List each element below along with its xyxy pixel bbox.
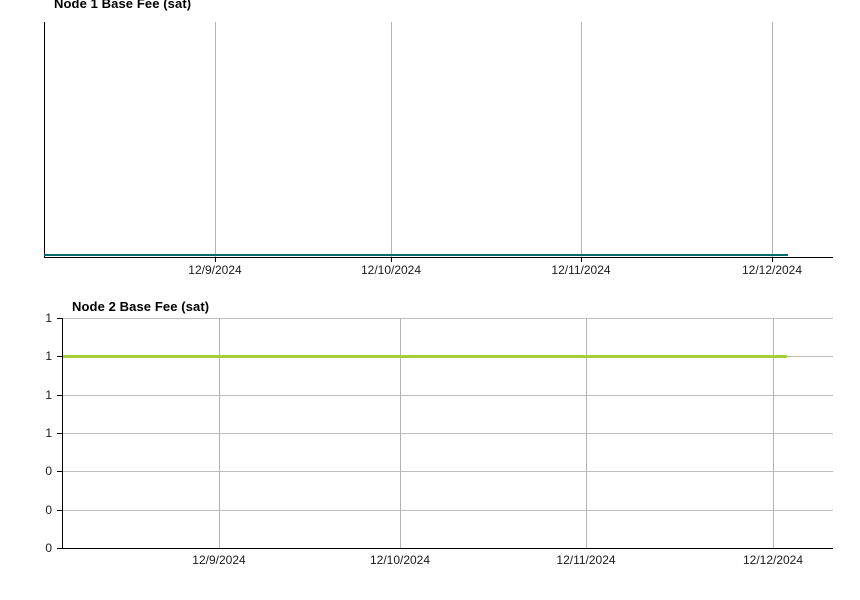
chart-1-title: Node 1 Base Fee (sat)	[54, 0, 192, 11]
chart-1-y-axis	[44, 22, 45, 258]
chart-2-gridline-v-1	[219, 318, 220, 548]
chart-2-y-tick-label-6: 0	[45, 503, 52, 517]
chart-1-series-node-1-base-fee	[44, 254, 788, 256]
chart-1-x-tick-1	[215, 258, 216, 262]
chart-2-y-tick-label-3: 1	[45, 388, 52, 402]
chart-2-gridline-h-5	[62, 471, 833, 472]
chart-2-gridline-h-1	[62, 318, 833, 319]
chart-1-x-tick-3	[581, 258, 582, 262]
chart-2-x-tick-label-4: 12/12/2024	[742, 553, 804, 567]
chart-2-x-axis	[62, 548, 833, 549]
chart-2-y-axis	[62, 318, 63, 549]
chart-2-y-tick-label-2: 1	[45, 349, 52, 363]
chart-1-x-axis	[44, 257, 833, 258]
chart-1-x-tick-2	[391, 258, 392, 262]
chart-1-gridline-v-3	[581, 22, 582, 257]
chart-panel-node-1: Node 1 Base Fee (sat) 12/9/2024 12/10/20…	[0, 0, 860, 290]
chart-2-y-tick-label-7: 0	[45, 541, 52, 555]
chart-2-y-tick-label-5: 0	[45, 464, 52, 478]
chart-1-gridline-v-4	[772, 22, 773, 257]
chart-2-y-tick-5	[57, 471, 62, 472]
chart-2-x-tick-label-1: 12/9/2024	[192, 553, 246, 567]
chart-1-x-tick-label-2: 12/10/2024	[360, 263, 422, 277]
chart-1-x-tick-label-3: 12/11/2024	[551, 263, 611, 277]
chart-2-y-tick-label-1: 1	[45, 311, 52, 325]
chart-2-y-tick-7	[57, 548, 62, 549]
chart-2-x-tick-label-3: 12/11/2024	[556, 553, 616, 567]
chart-2-y-tick-label-4: 1	[45, 426, 52, 440]
chart-2-title: Node 2 Base Fee (sat)	[72, 299, 210, 314]
chart-2-gridline-v-4	[773, 318, 774, 548]
chart-2-gridline-v-3	[586, 318, 587, 548]
chart-1-plot-area: 12/9/2024 12/10/2024 12/11/2024 12/12/20…	[0, 0, 860, 290]
chart-2-y-tick-2	[57, 356, 62, 357]
chart-2-y-tick-4	[57, 433, 62, 434]
chart-1-x-tick-label-4: 12/12/2024	[741, 263, 803, 277]
chart-2-gridline-h-6	[62, 510, 833, 511]
chart-1-gridline-v-1	[215, 22, 216, 257]
chart-2-x-tick-label-2: 12/10/2024	[369, 553, 431, 567]
chart-2-y-tick-6	[57, 510, 62, 511]
chart-1-x-tick-label-1: 12/9/2024	[188, 263, 242, 277]
chart-1-x-tick-4	[772, 258, 773, 262]
chart-2-gridline-h-4	[62, 433, 833, 434]
chart-1-gridline-v-2	[391, 22, 392, 257]
chart-2-gridline-v-2	[400, 318, 401, 548]
chart-2-series-node-2-base-fee	[63, 355, 787, 358]
chart-2-gridline-h-3	[62, 395, 833, 396]
chart-2-y-tick-1	[57, 318, 62, 319]
chart-2-y-tick-3	[57, 395, 62, 396]
